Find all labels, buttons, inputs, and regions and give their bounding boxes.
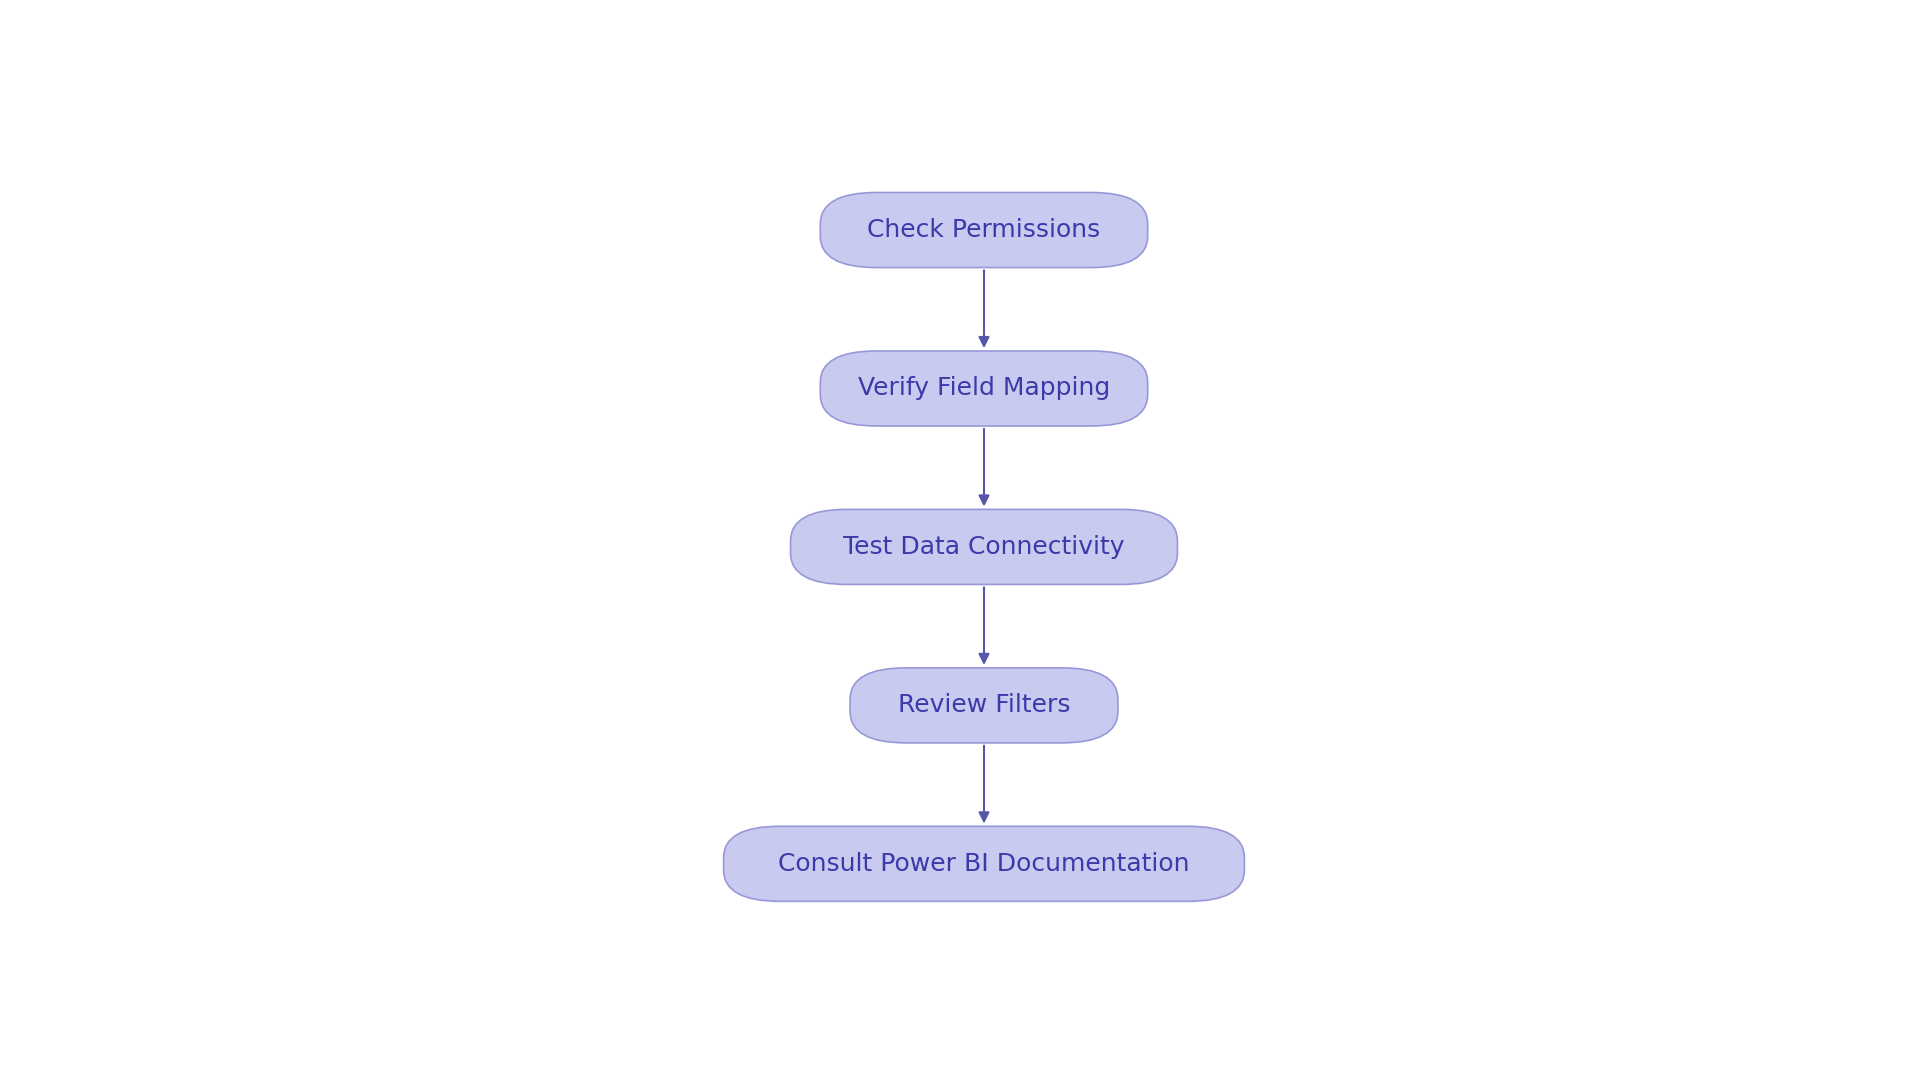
FancyBboxPatch shape	[851, 668, 1117, 743]
FancyBboxPatch shape	[820, 351, 1148, 426]
Text: Check Permissions: Check Permissions	[868, 218, 1100, 242]
Text: Consult Power BI Documentation: Consult Power BI Documentation	[778, 852, 1190, 876]
Text: Review Filters: Review Filters	[899, 693, 1069, 717]
FancyBboxPatch shape	[791, 509, 1177, 585]
FancyBboxPatch shape	[724, 826, 1244, 901]
Text: Verify Field Mapping: Verify Field Mapping	[858, 377, 1110, 401]
FancyBboxPatch shape	[820, 193, 1148, 268]
Text: Test Data Connectivity: Test Data Connectivity	[843, 535, 1125, 559]
